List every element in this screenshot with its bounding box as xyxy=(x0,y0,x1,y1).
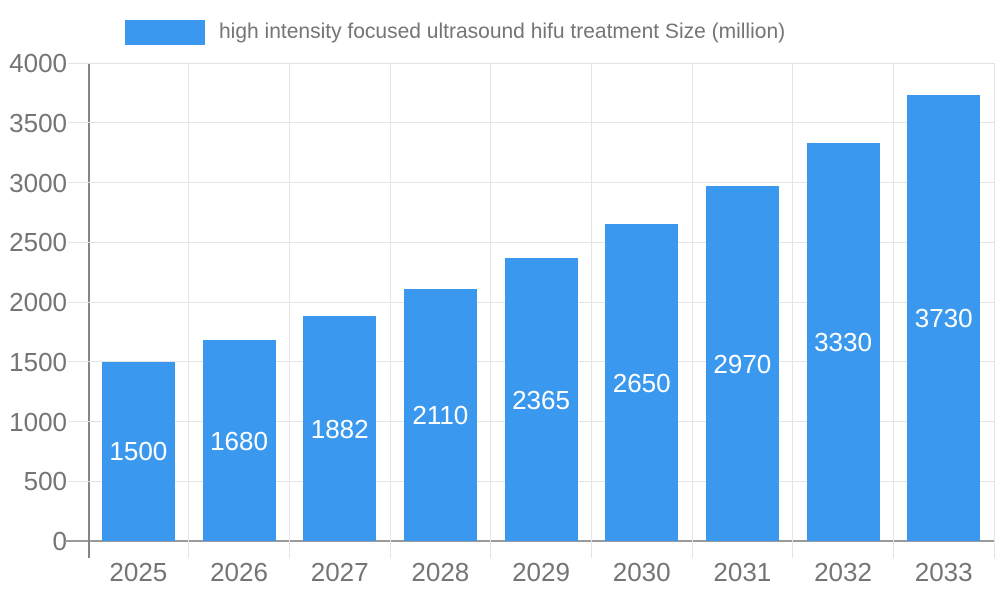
gridline-vertical xyxy=(389,63,391,558)
bar-2031[interactable]: 2970 xyxy=(705,186,779,541)
bar-value-label: 3330 xyxy=(814,327,872,358)
bar-2026[interactable]: 1680 xyxy=(202,340,276,541)
gridline-vertical xyxy=(288,63,290,558)
gridline-vertical xyxy=(892,63,894,558)
gridline-horizontal xyxy=(68,241,994,243)
gridline-vertical xyxy=(993,63,995,558)
bar-2032[interactable]: 3330 xyxy=(806,143,880,541)
y-tick-label: 3500 xyxy=(9,107,67,138)
x-axis-labels: 2025 2026 2027 2028 2029 2030 2031 2032 2033 xyxy=(88,557,994,591)
bar-2025[interactable]: 1500 xyxy=(101,361,175,541)
gridline-vertical xyxy=(792,63,794,558)
y-tick-label: 1000 xyxy=(9,406,67,437)
x-tick-label: 2033 xyxy=(914,557,973,587)
x-tick-label: 2028 xyxy=(411,557,470,587)
bar-2033[interactable]: 3730 xyxy=(907,95,981,541)
legend-swatch xyxy=(125,19,205,45)
y-tick-label: 0 xyxy=(52,526,67,556)
bar-2029[interactable]: 2365 xyxy=(504,258,578,541)
y-tick-label: 1500 xyxy=(9,346,67,377)
gridline-horizontal xyxy=(68,62,994,64)
y-tick-label: 4000 xyxy=(9,48,67,78)
y-axis-line xyxy=(88,63,90,558)
bar-value-label: 2365 xyxy=(512,384,570,415)
bar-value-label: 3730 xyxy=(914,303,973,334)
legend-label: high intensity focused ultrasound hifu t… xyxy=(219,20,786,43)
bar-2027[interactable]: 1882 xyxy=(303,316,377,541)
y-tick-label: 500 xyxy=(23,466,67,497)
gridline-vertical xyxy=(590,63,592,558)
bar-value-label: 2110 xyxy=(412,399,469,430)
y-tick-label: 2000 xyxy=(9,287,67,317)
x-tick-label: 2032 xyxy=(814,557,872,587)
bar-2028[interactable]: 2110 xyxy=(403,288,477,541)
bar-value-label: 2650 xyxy=(612,367,671,398)
bar-value-label: 1882 xyxy=(310,413,369,444)
bar-value-label: 1500 xyxy=(109,436,168,467)
x-tick-label: 2031 xyxy=(713,557,772,587)
x-tick-label: 2030 xyxy=(612,557,671,587)
gridline-horizontal xyxy=(68,182,994,183)
gridline-vertical xyxy=(490,63,492,558)
bar-value-label: 1680 xyxy=(210,425,268,456)
gridline-vertical xyxy=(188,63,190,558)
x-tick-label: 2026 xyxy=(210,557,268,587)
y-tick-label: 2500 xyxy=(9,227,67,258)
legend-item[interactable]: high intensity focused ultrasound hifu t… xyxy=(125,19,785,45)
x-tick-label: 2027 xyxy=(310,557,369,587)
y-tick-label: 3000 xyxy=(9,167,67,198)
y-axis-labels: 0 500 1000 1500 2000 2500 3000 3500 4000 xyxy=(0,48,67,556)
x-axis-line xyxy=(65,540,994,542)
bar-2030[interactable]: 2650 xyxy=(605,224,679,541)
x-tick-label: 2029 xyxy=(512,557,570,587)
x-tick-label: 2025 xyxy=(109,557,168,587)
bar-value-label: 2970 xyxy=(713,348,772,379)
gridline-vertical xyxy=(691,63,693,558)
plot-area: 1500 1680 1882 2110 2365 2650 2970 3330 3730 xyxy=(65,62,995,558)
gridline-horizontal xyxy=(68,122,994,124)
